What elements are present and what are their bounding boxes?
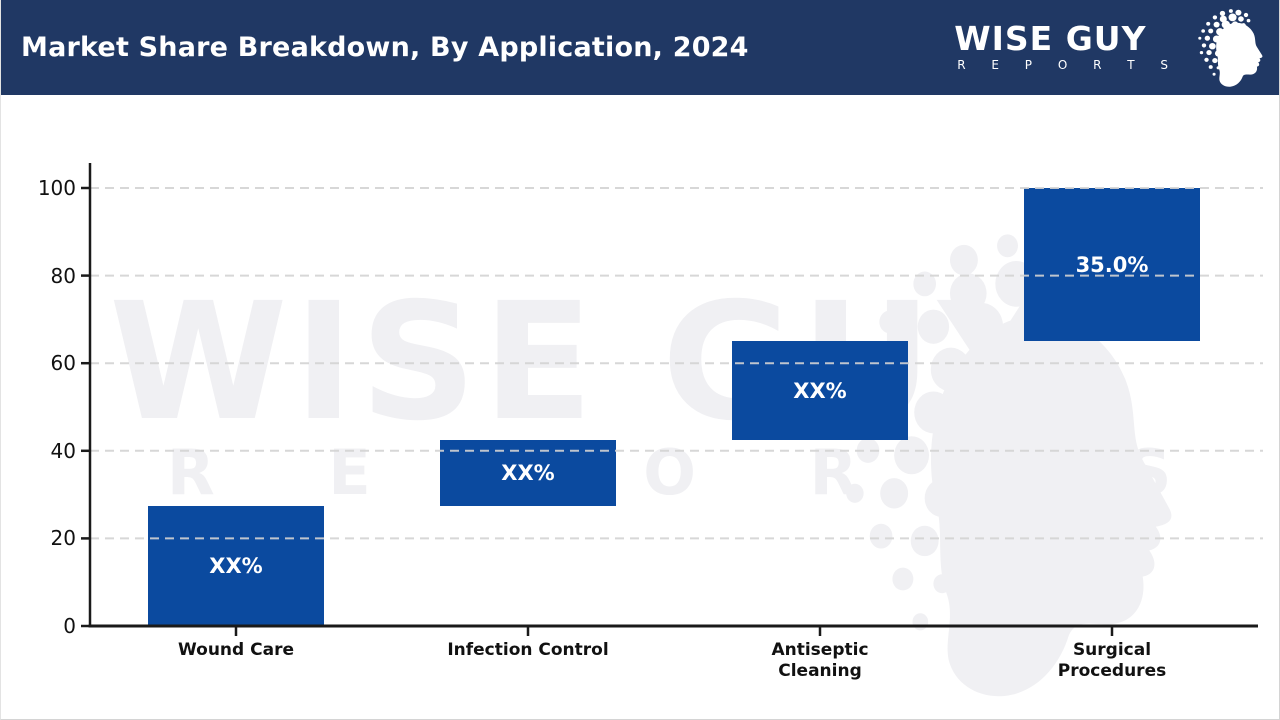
header-bar: Market Share Breakdown, By Application, … (1, 0, 1279, 95)
bar-antiseptic-cleaning (732, 341, 908, 440)
bar-surgical-procedures (1024, 188, 1200, 342)
bar-wound-care (148, 505, 324, 626)
logo-text: WISE GUY R E P O R T S (954, 18, 1179, 73)
logo-subtext: R E P O R T S (957, 58, 1179, 73)
bar-infection-control (440, 439, 616, 506)
wise-guy-logo: WISE GUY R E P O R T S (954, 7, 1267, 87)
logo-wordmark: WISE GUY (954, 18, 1147, 58)
chart-title: Market Share Breakdown, By Application, … (21, 32, 749, 63)
